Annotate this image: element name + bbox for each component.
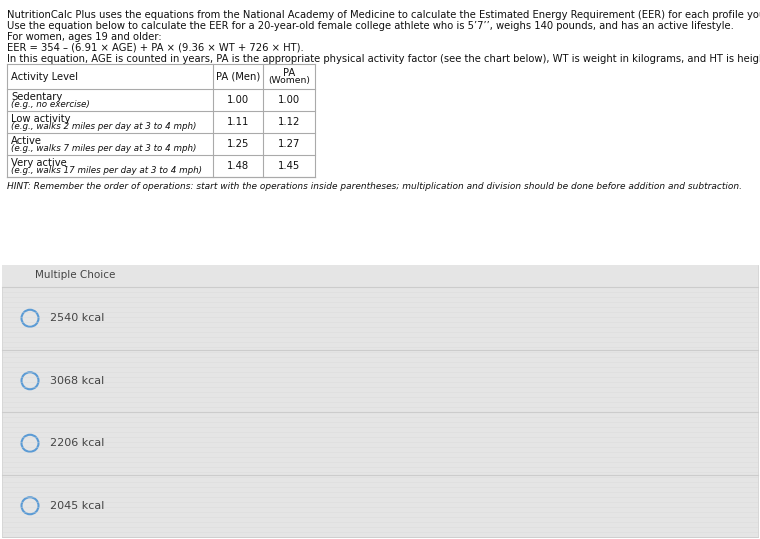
Text: NutritionCalc Plus uses the equations from the National Academy of Medicine to c: NutritionCalc Plus uses the equations fr…	[7, 10, 760, 20]
Text: 1.00: 1.00	[278, 95, 300, 105]
Text: 1.12: 1.12	[278, 117, 300, 127]
Text: (e.g., walks 2 miles per day at 3 to 4 mph): (e.g., walks 2 miles per day at 3 to 4 m…	[11, 122, 196, 131]
Text: Sedentary: Sedentary	[11, 92, 62, 102]
Text: HINT: Remember the order of operations: start with the operations inside parenth: HINT: Remember the order of operations: …	[7, 182, 742, 191]
Text: 1.11: 1.11	[226, 117, 249, 127]
Text: Active: Active	[11, 136, 42, 146]
Text: Multiple Choice: Multiple Choice	[35, 270, 116, 280]
Text: Activity Level: Activity Level	[11, 72, 78, 81]
Text: Use the equation below to calculate the EER for a 20-year-old female college ath: Use the equation below to calculate the …	[7, 21, 734, 31]
Text: (e.g., no exercise): (e.g., no exercise)	[11, 100, 90, 109]
Text: 2206 kcal: 2206 kcal	[50, 438, 104, 448]
Text: 2045 kcal: 2045 kcal	[50, 501, 104, 511]
Text: 3068 kcal: 3068 kcal	[50, 376, 104, 386]
Text: (e.g., walks 17 miles per day at 3 to 4 mph): (e.g., walks 17 miles per day at 3 to 4 …	[11, 166, 202, 175]
Text: For women, ages 19 and older:: For women, ages 19 and older:	[7, 32, 162, 42]
Text: (e.g., walks 7 miles per day at 3 to 4 mph): (e.g., walks 7 miles per day at 3 to 4 m…	[11, 144, 196, 153]
Text: Very active: Very active	[11, 158, 67, 168]
Text: Low activity: Low activity	[11, 114, 71, 124]
Text: PA: PA	[283, 68, 295, 79]
Text: 1.00: 1.00	[227, 95, 249, 105]
Text: In this equation, AGE is counted in years, PA is the appropriate physical activi: In this equation, AGE is counted in year…	[7, 54, 760, 64]
FancyBboxPatch shape	[2, 265, 758, 287]
Text: 1.27: 1.27	[278, 139, 300, 149]
FancyBboxPatch shape	[2, 265, 758, 537]
Text: 1.45: 1.45	[278, 161, 300, 171]
Text: 1.48: 1.48	[227, 161, 249, 171]
Text: 1.25: 1.25	[226, 139, 249, 149]
Text: (Women): (Women)	[268, 76, 310, 85]
Text: 2540 kcal: 2540 kcal	[50, 313, 104, 323]
Text: EER = 354 – (6.91 × AGE) + PA × (9.36 × WT + 726 × HT).: EER = 354 – (6.91 × AGE) + PA × (9.36 × …	[7, 43, 304, 53]
Text: PA (Men): PA (Men)	[216, 72, 260, 81]
